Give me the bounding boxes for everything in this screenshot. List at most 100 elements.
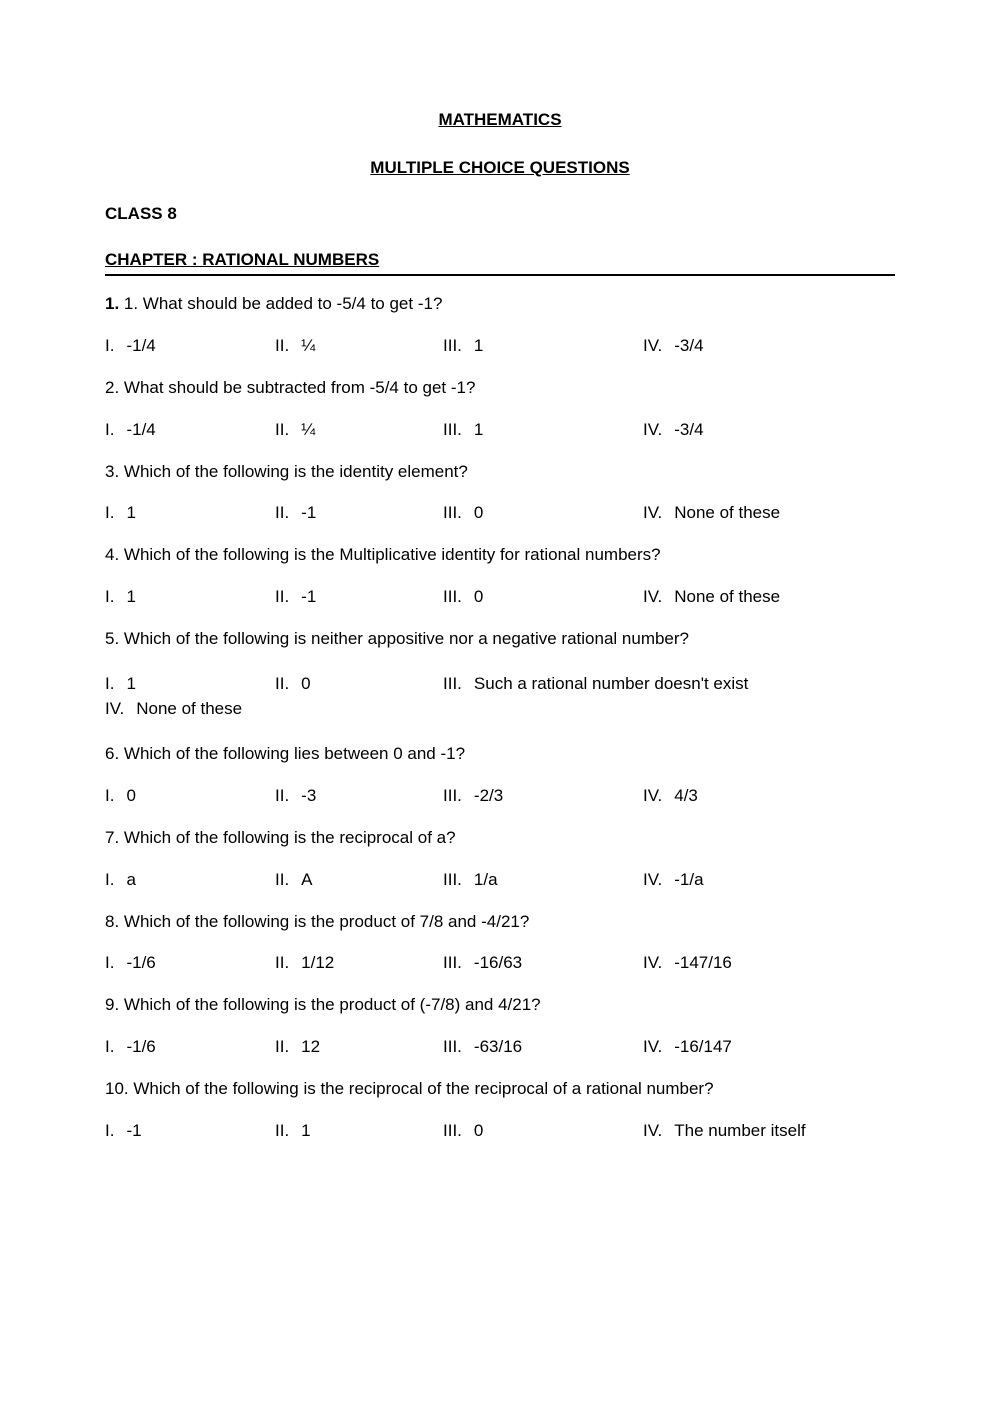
option-value: -2/3 — [474, 786, 503, 806]
question-text: 9. Which of the following is the product… — [105, 993, 895, 1017]
option-value: 1 — [474, 420, 483, 440]
options-row: I. 1 II.-1III. 0 IV. None of these — [105, 587, 895, 607]
option: IV. -1/a — [643, 870, 895, 890]
option-label: I. — [105, 420, 114, 440]
question-block: 5. Which of the following is neither app… — [105, 627, 895, 722]
option-label: III. — [443, 671, 462, 697]
option-label: IV. — [643, 503, 662, 523]
option-label: II. — [275, 870, 289, 890]
options-wrap: I. 1 II.0III.Such a rational number doesn'… — [105, 671, 895, 722]
option: II. A — [275, 870, 443, 890]
option: I. a — [105, 870, 275, 890]
divider — [105, 274, 895, 276]
option: I. 1 — [105, 671, 275, 697]
option: III.-63/16 — [443, 1037, 643, 1057]
option-label: III. — [443, 870, 462, 890]
option-value: -1/a — [674, 870, 703, 890]
option-label: III. — [443, 587, 462, 607]
option-value: 1 — [126, 587, 135, 607]
chapter-label: CHAPTER : RATIONAL NUMBERS — [105, 250, 895, 270]
option-value: None of these — [674, 587, 780, 607]
option: IV. -16/147 — [643, 1037, 895, 1057]
page-subtitle: MULTIPLE CHOICE QUESTIONS — [105, 158, 895, 178]
question-number: 1. What should be added to -5/4 to get -… — [124, 294, 443, 313]
question-text: 2. What should be subtracted from -5/4 t… — [105, 376, 895, 400]
option-label: I. — [105, 671, 114, 697]
options-row: I.-1II.1III.0IV.The number itself — [105, 1121, 895, 1141]
option-label: III. — [443, 1037, 462, 1057]
option: II.12 — [275, 1037, 443, 1057]
option-value: 4/3 — [674, 786, 698, 806]
option-label: IV. — [643, 953, 662, 973]
option-value: 1 — [301, 1121, 310, 1141]
option-label: II. — [275, 336, 289, 356]
option-label: IV. — [643, 870, 662, 890]
option-label: II. — [275, 786, 289, 806]
option: III.1 — [443, 336, 643, 356]
question-number: 9. Which of the following is the product… — [105, 995, 541, 1014]
question-number: 10. Which of the following is the recipr… — [105, 1079, 714, 1098]
option: II.1 — [275, 1121, 443, 1141]
questions-container: 1. 1. What should be added to -5/4 to ge… — [105, 292, 895, 1141]
option-label: IV. — [643, 1037, 662, 1057]
question-text: 6. Which of the following lies between 0… — [105, 742, 895, 766]
question-text: 8. Which of the following is the product… — [105, 910, 895, 934]
option-value: 1/a — [474, 870, 498, 890]
question-text: 3. Which of the following is the identit… — [105, 460, 895, 484]
option-label: IV. — [105, 696, 124, 722]
question-block: 10. Which of the following is the recipr… — [105, 1077, 895, 1141]
option: IV. 4/3 — [643, 786, 895, 806]
option-value: -1/4 — [126, 420, 155, 440]
option: II.1/12 — [275, 953, 443, 973]
option-label: IV. — [643, 786, 662, 806]
option-label: II. — [275, 503, 289, 523]
question-text: 7. Which of the following is the recipro… — [105, 826, 895, 850]
option-label: I. — [105, 870, 114, 890]
option-value: -3 — [301, 786, 316, 806]
option-label: II. — [275, 587, 289, 607]
option-value: 0 — [126, 786, 135, 806]
option-value: 0 — [474, 587, 483, 607]
option: IV.None of these — [643, 503, 895, 523]
option-value: A — [301, 870, 312, 890]
option-label: I. — [105, 953, 114, 973]
question-block: 9. Which of the following is the product… — [105, 993, 895, 1057]
options-row: I.1II.-1III.0IV.None of these — [105, 503, 895, 523]
question-block: 2. What should be subtracted from -5/4 t… — [105, 376, 895, 440]
option-value: a — [126, 870, 135, 890]
option: I. -1/6 — [105, 953, 275, 973]
option-value: -16/63 — [474, 953, 522, 973]
option-label: I. — [105, 336, 114, 356]
question-text: 4. Which of the following is the Multipl… — [105, 543, 895, 567]
question-block: 6. Which of the following lies between 0… — [105, 742, 895, 806]
option-label: II. — [275, 671, 289, 697]
option-label: II. — [275, 953, 289, 973]
option-label: III. — [443, 953, 462, 973]
option: II.-1 — [275, 587, 443, 607]
option-value: -1/6 — [126, 953, 155, 973]
option-label: IV. — [643, 587, 662, 607]
question-text: 5. Which of the following is neither app… — [105, 627, 895, 651]
options-row: I. -1/6 II.1/12III. -16/63 IV. -147/16 — [105, 953, 895, 973]
option-value: -16/147 — [674, 1037, 732, 1057]
option-value: 1 — [474, 336, 483, 356]
option-value: -147/16 — [674, 953, 732, 973]
option: III.Such a rational number doesn't exist — [443, 671, 895, 697]
option: III. 1/a — [443, 870, 643, 890]
question-number: 2. What should be subtracted from -5/4 t… — [105, 378, 475, 397]
options-row: I.-1/6II.12III.-63/16IV.-16/147 — [105, 1037, 895, 1057]
question-text: 1. 1. What should be added to -5/4 to ge… — [105, 292, 895, 316]
option: I. 1 — [105, 587, 275, 607]
option-label: I. — [105, 587, 114, 607]
question-number: 6. Which of the following lies between 0… — [105, 744, 465, 763]
option-value: -1 — [301, 503, 316, 523]
option-label: III. — [443, 503, 462, 523]
option: II.0 — [275, 671, 443, 697]
option-value: 1 — [126, 671, 135, 697]
option: IV. None of these — [643, 587, 895, 607]
option: IV.None of these — [105, 696, 895, 722]
question-block: 1. 1. What should be added to -5/4 to ge… — [105, 292, 895, 356]
question-prefix: 1. — [105, 294, 124, 313]
option-label: III. — [443, 786, 462, 806]
option: II.¼ — [275, 336, 443, 356]
